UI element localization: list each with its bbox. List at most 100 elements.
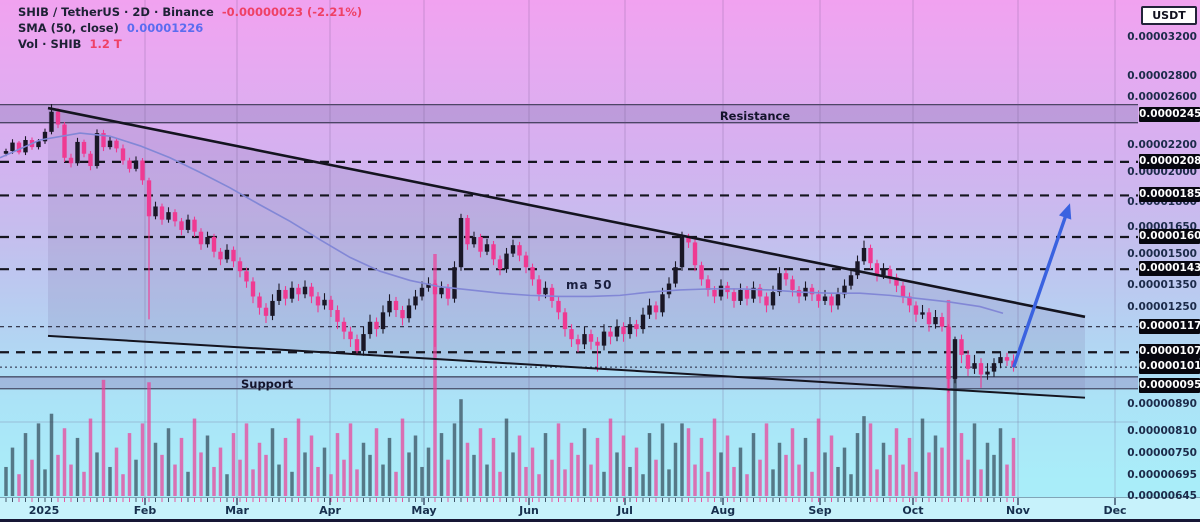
candle-body xyxy=(328,299,334,311)
volume-bar xyxy=(907,437,912,496)
sma50-line[interactable] xyxy=(0,132,1004,315)
volume-bar xyxy=(998,428,1003,496)
candle-body xyxy=(829,296,834,306)
candle-body xyxy=(179,221,184,230)
support-zone-label[interactable]: Support xyxy=(240,377,293,391)
candle-body xyxy=(250,281,256,297)
candle-body xyxy=(361,334,366,351)
breakout-arrow-head xyxy=(1058,203,1072,220)
support-zone[interactable] xyxy=(0,376,1138,389)
volume-bar xyxy=(933,435,938,496)
candle-body xyxy=(270,300,275,316)
candle-body xyxy=(686,237,691,243)
candle-body xyxy=(666,283,672,295)
volume-bar xyxy=(556,423,561,496)
candle-body xyxy=(965,354,971,369)
candle-body xyxy=(744,289,750,299)
candle-body xyxy=(374,321,379,330)
candle-body xyxy=(88,153,93,167)
candle-body xyxy=(185,219,191,230)
candle-body xyxy=(315,296,321,306)
price-axis[interactable]: 0.00003200 0.00002800 0.00002600 0.00002200… xyxy=(1127,0,1200,502)
volume-bar xyxy=(121,474,125,496)
volume-bar xyxy=(530,447,535,496)
volume-bar xyxy=(660,423,665,496)
volume-bar xyxy=(283,437,288,496)
price-label: 0.00000695 xyxy=(1127,468,1197,481)
time-label: Dec xyxy=(1103,504,1127,517)
upper-trendline[interactable] xyxy=(47,106,1086,319)
volume-bar xyxy=(959,433,964,496)
level-price-label: 0.00000950 xyxy=(1139,378,1200,394)
resistance-zone-label[interactable]: Resistance xyxy=(719,109,791,123)
time-label: Oct xyxy=(902,504,924,517)
volume-bar xyxy=(205,435,210,496)
candle-body xyxy=(614,326,620,337)
falling-wedge-fill xyxy=(48,108,1085,398)
volume-bar xyxy=(30,459,34,496)
volume-bar xyxy=(719,452,723,496)
volume-bar xyxy=(218,447,223,496)
candle-body xyxy=(309,286,314,297)
volume-bar xyxy=(524,466,528,496)
candle-body xyxy=(894,277,899,286)
price-label: 0.00000645 xyxy=(1127,490,1197,503)
candle-body xyxy=(1004,357,1010,361)
volume-bar xyxy=(764,423,769,496)
volume-bar xyxy=(147,382,151,496)
volume-bar xyxy=(777,442,782,496)
candle-body xyxy=(705,279,711,290)
candle-body xyxy=(276,289,282,301)
candle-body xyxy=(822,296,828,301)
volume-bar xyxy=(108,466,112,496)
candle-body xyxy=(978,363,984,375)
candle-body xyxy=(575,339,581,345)
candle-body xyxy=(887,269,893,278)
volume-bar xyxy=(608,418,613,496)
time-label: 2025 xyxy=(28,504,60,517)
lower-trendline[interactable] xyxy=(47,334,1086,399)
candle-body xyxy=(81,141,87,154)
volume-bar xyxy=(901,464,905,496)
volume-bar xyxy=(407,452,411,496)
candle-body xyxy=(114,140,119,149)
volume-bar xyxy=(992,454,996,496)
candle-body xyxy=(608,331,613,337)
volume-bar xyxy=(101,379,106,496)
volume-bar xyxy=(875,469,879,496)
volume-bar xyxy=(472,454,476,496)
volume-bar xyxy=(56,454,60,496)
current-price-label: 0.00001016 xyxy=(1139,359,1200,375)
volume-bar xyxy=(264,454,268,496)
volume-legend-row[interactable]: Vol · SHIB 1.2 T xyxy=(18,36,362,52)
price-label: 0.00000890 xyxy=(1127,397,1197,410)
time-label: Nov xyxy=(1006,504,1030,517)
volume-bar xyxy=(647,433,652,496)
candle-body xyxy=(504,253,509,270)
currency-toggle-button[interactable]: USDT xyxy=(1141,6,1197,25)
volume-bar xyxy=(439,433,444,496)
volume-bar xyxy=(706,471,710,496)
resistance-zone[interactable] xyxy=(0,104,1138,123)
candle-body xyxy=(926,312,932,325)
volume-bar xyxy=(667,469,671,496)
volume-bar xyxy=(303,452,307,496)
breakout-arrow-shaft[interactable] xyxy=(1012,210,1069,368)
volume-bar xyxy=(381,464,385,496)
volume-bar xyxy=(348,423,353,496)
candle-body xyxy=(127,160,132,169)
candle-body xyxy=(738,289,743,301)
candle-body xyxy=(530,267,535,280)
volume-bar xyxy=(342,459,346,496)
candle-body xyxy=(153,206,158,217)
symbol-legend-row[interactable]: SHIB / TetherUS · 2D · Binance -0.0000002… xyxy=(18,4,362,20)
candle-body xyxy=(556,300,561,313)
candle-body xyxy=(55,111,61,125)
candle-body xyxy=(900,285,906,297)
sma-legend-row[interactable]: SMA (50, close) 0.00001226 xyxy=(18,20,362,36)
candle-body xyxy=(517,245,522,256)
volume-bar xyxy=(465,442,470,496)
volume-bar xyxy=(192,418,197,496)
